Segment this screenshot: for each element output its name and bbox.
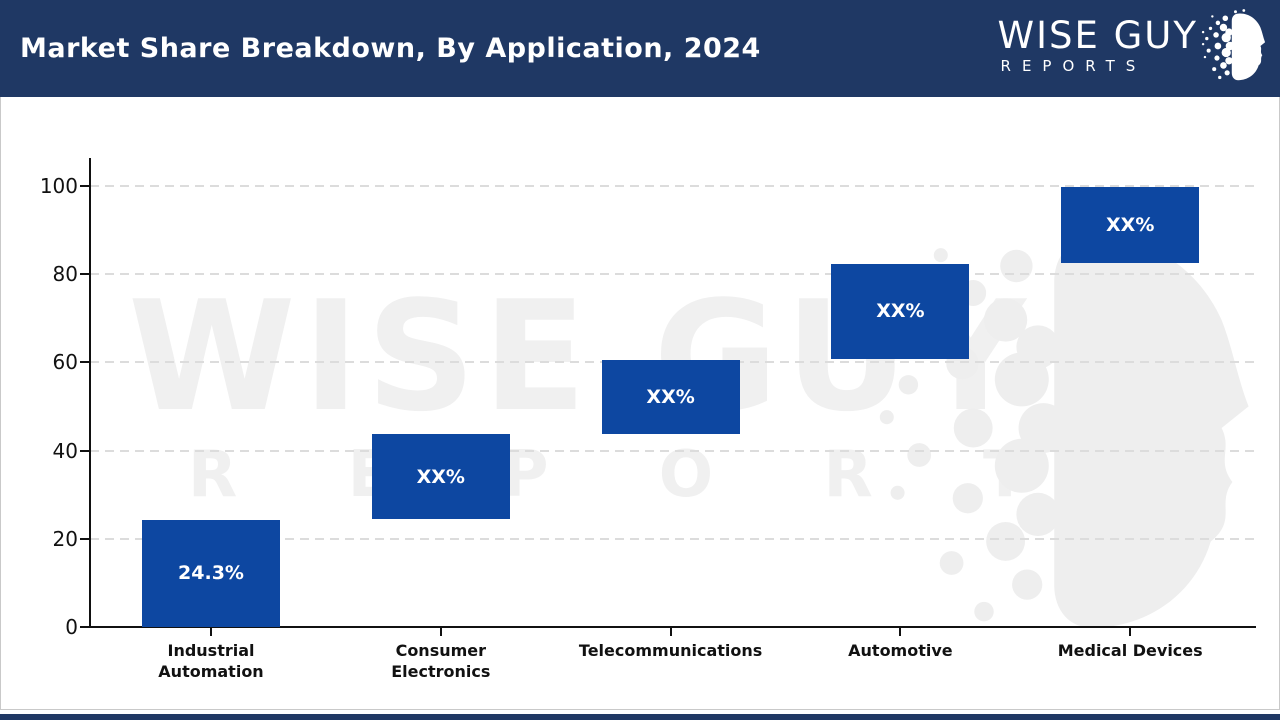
y-tick-40 xyxy=(80,449,90,452)
brand-subtitle: REPORTS xyxy=(1000,56,1147,75)
bar-4: XX% xyxy=(831,263,970,359)
y-tick-label-100: 100 xyxy=(39,174,78,198)
footer-accent-bar xyxy=(0,714,1280,720)
category-label-4: Automotive xyxy=(848,641,953,660)
page-title: Market Share Breakdown, By Application, … xyxy=(20,33,761,64)
x-tick-4 xyxy=(899,628,902,636)
gridline-40 xyxy=(90,449,1256,452)
bottom-border xyxy=(0,709,1280,710)
bar-3: XX% xyxy=(601,359,740,435)
x-tick-1 xyxy=(210,628,212,636)
x-tick-3 xyxy=(669,628,672,636)
y-tick-label-20: 20 xyxy=(52,526,78,551)
category-label-5: Medical Devices xyxy=(1057,641,1203,660)
category-label-3: Telecommunications xyxy=(578,641,763,660)
bar-1: 24.3% xyxy=(142,519,280,627)
brand-name: WISE GUY xyxy=(997,14,1198,58)
y-tick-label-60: 60 xyxy=(52,350,78,375)
dotted-head-icon xyxy=(1201,9,1266,81)
y-tick-100 xyxy=(80,185,90,187)
watermark-dotted-head xyxy=(879,238,1249,628)
bar-value-label: XX% xyxy=(646,386,695,408)
x-tick-5 xyxy=(1129,628,1132,636)
bar-5: XX% xyxy=(1061,186,1200,264)
header-bar: Market Share Breakdown, By Application, … xyxy=(0,0,1280,97)
y-tick-20 xyxy=(80,537,90,540)
bar-value-label: XX% xyxy=(876,300,925,323)
x-tick-2 xyxy=(439,628,442,636)
gridline-100 xyxy=(90,185,1256,187)
y-tick-label-80: 80 xyxy=(52,262,78,287)
brand-logo-text: WISE GUY REPORTS xyxy=(997,14,1198,75)
bar-value-label: XX% xyxy=(416,465,465,488)
x-axis xyxy=(90,626,1256,628)
bar-2: XX% xyxy=(371,434,510,520)
gridline-20 xyxy=(90,537,1256,540)
brand-logo: WISE GUY REPORTS xyxy=(998,8,1266,84)
bar-value-label: 24.3% xyxy=(178,562,244,585)
y-axis xyxy=(89,158,91,628)
y-tick-label-0: 0 xyxy=(65,615,78,639)
category-label-2: Consumer Electronics xyxy=(391,641,491,682)
bar-value-label: XX% xyxy=(1106,214,1155,237)
y-tick-80 xyxy=(80,273,90,276)
y-tick-0 xyxy=(80,626,90,628)
y-tick-60 xyxy=(80,361,90,364)
gridline-80 xyxy=(90,273,1256,276)
category-label-1: Industrial Automation xyxy=(158,641,264,682)
y-tick-label-40: 40 xyxy=(52,438,78,463)
